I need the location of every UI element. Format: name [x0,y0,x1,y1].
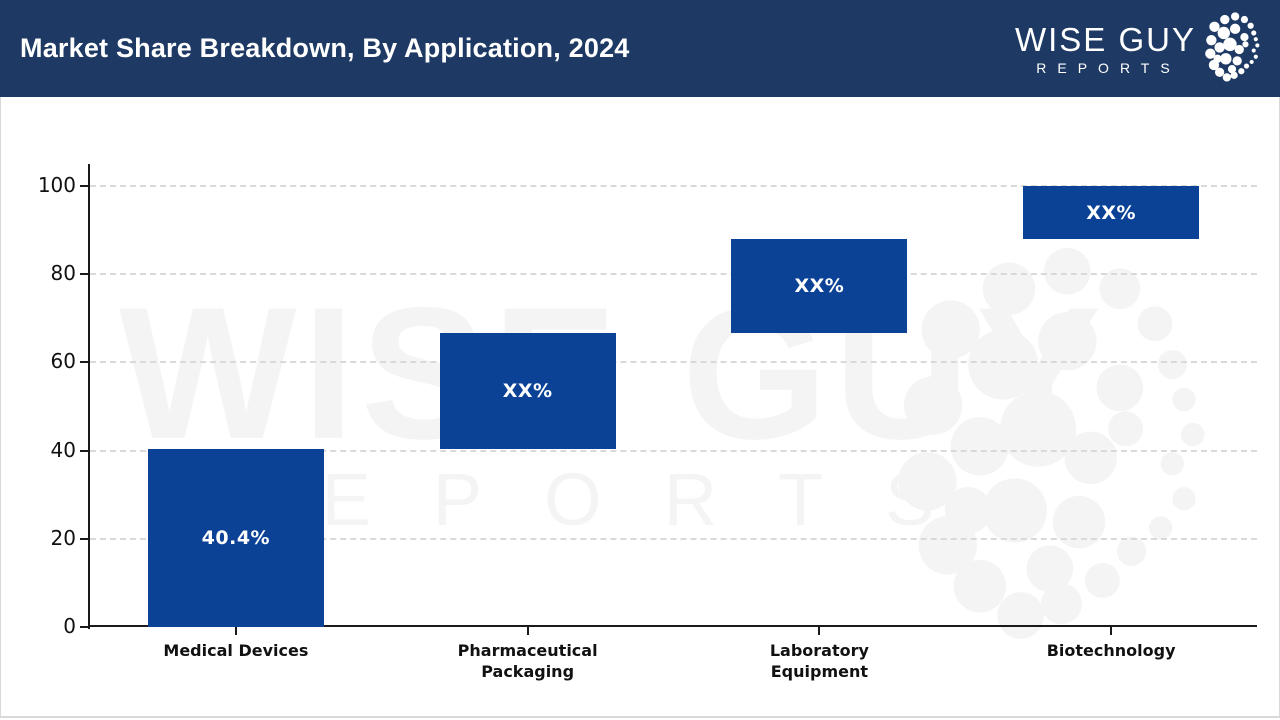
bar-value-label: XX% [794,274,845,297]
x-tick-mark [526,627,529,635]
dotted-head-profile-icon [1200,9,1262,89]
category-label: Pharmaceutical Packaging [457,641,598,681]
bar-biotechnology: XX% [1023,186,1200,239]
x-tick-mark [818,627,821,635]
gridline-60 [90,361,1257,364]
bar-medical-devices: 40.4% [147,448,324,627]
bar-pharmaceutical-packaging: XX% [439,332,616,449]
wise-guy-logo: WISE GUY REPORTS [1015,9,1262,89]
y-tick-label: 60 [50,349,76,374]
y-tick-mark [80,273,89,276]
header-bar: Market Share Breakdown, By Application, … [0,0,1280,97]
x-tick-mark [234,627,237,635]
y-tick-mark [80,537,89,540]
y-tick-label: 40 [50,437,76,462]
y-tick-mark [80,449,89,452]
bar-value-label: 40.4% [201,526,271,549]
category-label: Laboratory Equipment [769,641,869,681]
gridline-100 [90,185,1257,188]
bar-laboratory-equipment: XX% [731,238,908,333]
bar-value-label: XX% [502,379,553,402]
page-title: Market Share Breakdown, By Application, … [20,33,630,63]
bottom-border [0,716,1280,718]
y-tick-label: 80 [50,261,76,286]
watermark-subtext: REPORTS [206,458,997,541]
category-label: Medical Devices [163,641,309,660]
logo-wordmark: WISE GUY [1014,20,1196,58]
category-label: Biotechnology [1046,641,1176,660]
logo-subtext: REPORTS [1036,59,1181,76]
logo-text: WISE GUY REPORTS [1015,23,1196,75]
y-axis-spine [88,164,90,629]
y-tick-mark [80,185,89,188]
gridline-40 [90,449,1257,452]
y-tick-mark [80,626,89,628]
y-tick-label: 0 [63,614,76,638]
bar-value-label: XX% [1086,201,1137,224]
x-tick-mark [1110,627,1113,635]
y-tick-label: 100 [37,173,76,198]
chart-canvas: WISE GUY REPORTS 40.4% XX% XX% XX% 0 20 40 60 8… [0,97,1280,718]
plot-area: 40.4% XX% XX% XX% [88,164,1257,629]
y-tick-label: 20 [50,525,76,550]
x-axis-spine [88,625,1257,627]
y-tick-mark [80,361,89,364]
gridline-80 [90,273,1257,276]
gridline-20 [90,537,1257,540]
